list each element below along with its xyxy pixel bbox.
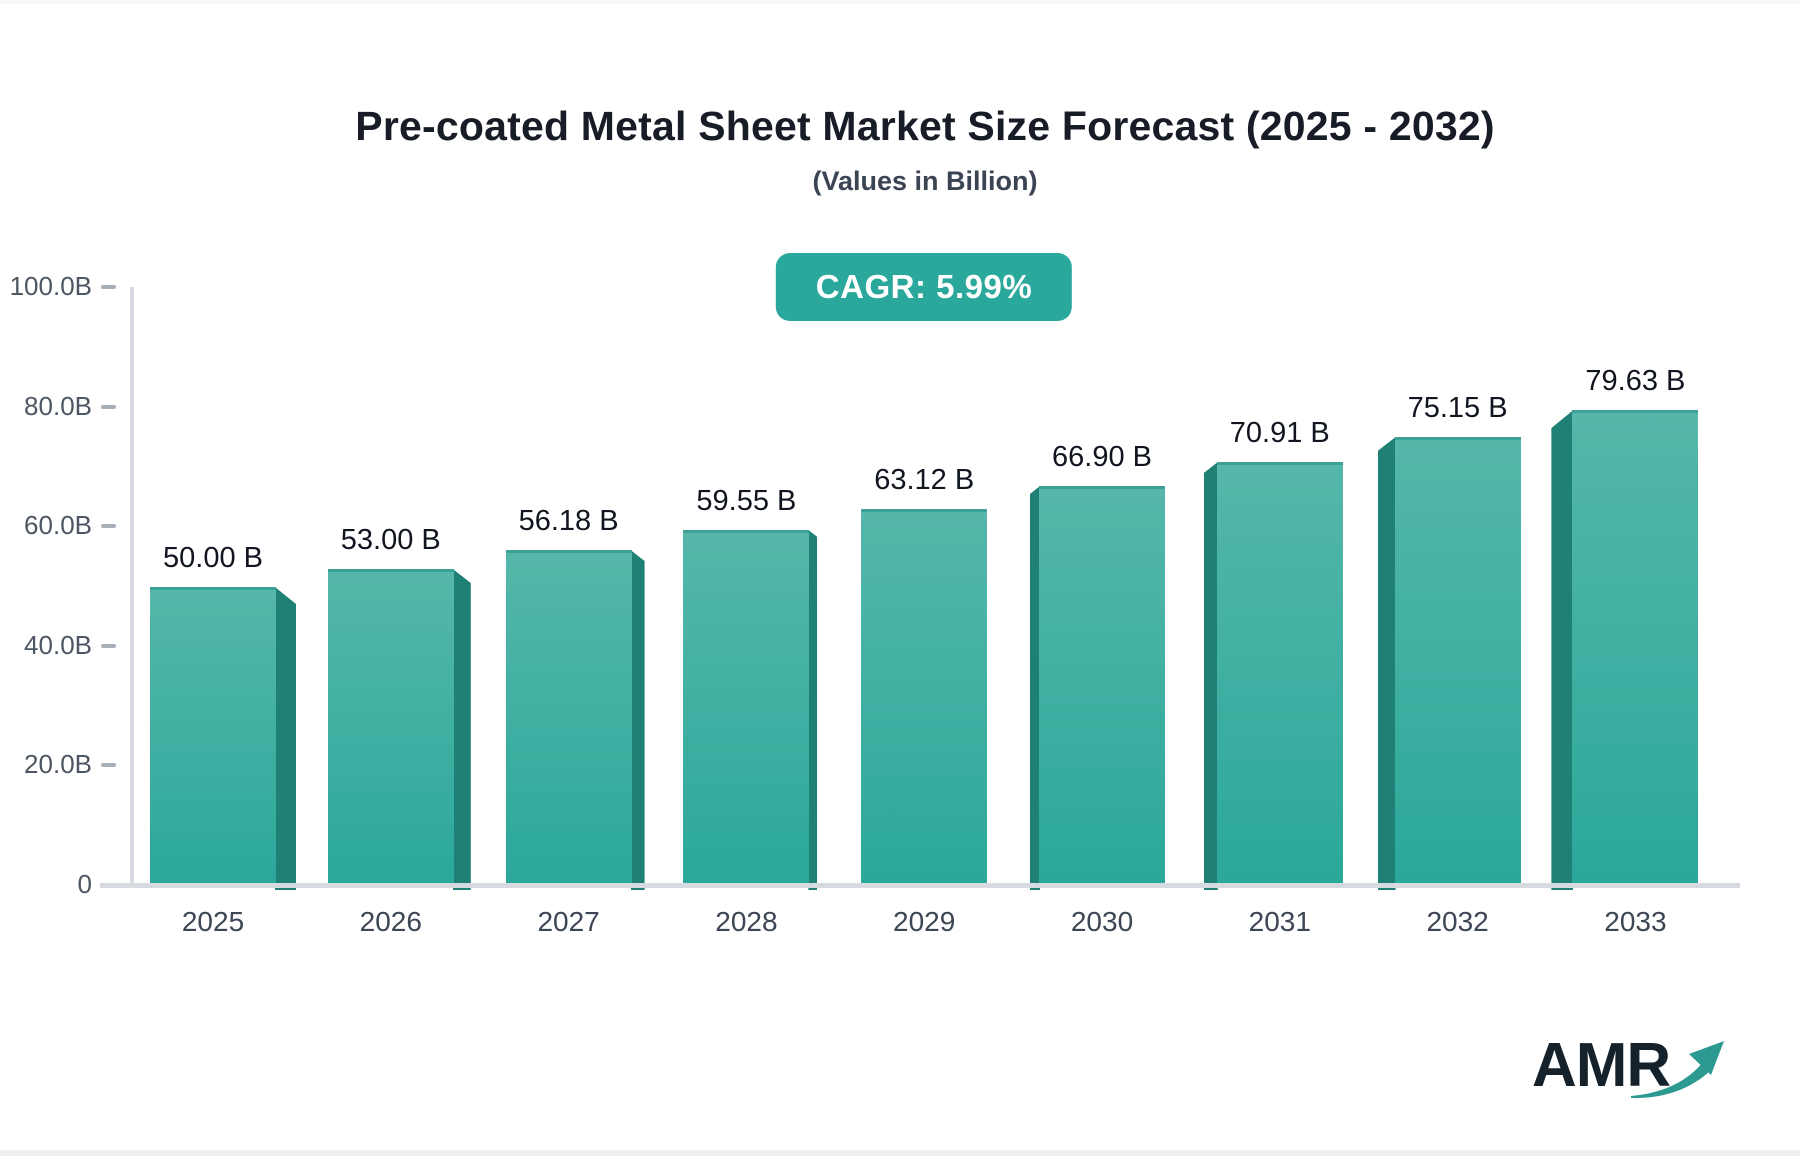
bar-value-label: 79.63 B (1585, 365, 1686, 397)
bar-2026 (327, 569, 454, 886)
y-axis-line (130, 287, 134, 888)
x-axis-year-label: 2029 (893, 906, 956, 937)
logo-text: AMR (1532, 1031, 1671, 1100)
x-axis-line (100, 883, 1740, 888)
chart-title: Pre-coated Metal Sheet Market Size Forec… (355, 103, 1495, 149)
bar-value-label: 75.15 B (1407, 392, 1508, 424)
bar-value-label: 53.00 B (340, 524, 441, 556)
bar-side-face (808, 530, 818, 890)
y-axis-tick-label: 40.0B (24, 630, 92, 660)
top-edge-strip (0, 0, 1800, 4)
y-axis-tick-label: 20.0B (24, 749, 92, 779)
bar-value-label: 59.55 B (696, 485, 797, 517)
bar-2028 (683, 530, 810, 886)
x-axis-year-label: 2028 (715, 906, 778, 937)
y-axis-tick-label: 100.0B (9, 271, 92, 301)
bar-2030 (1039, 486, 1165, 886)
x-axis-year-label: 2030 (1070, 906, 1134, 937)
bottom-edge-strip (0, 1150, 1800, 1156)
y-axis-tick-mark (101, 524, 116, 528)
x-axis-year-label: 2027 (537, 906, 600, 937)
bar-2031 (1216, 462, 1343, 886)
x-axis-year-label: 2033 (1604, 906, 1667, 937)
bar-side-face (275, 587, 296, 890)
bar-2029 (861, 509, 988, 886)
bar-2032 (1394, 437, 1521, 886)
x-axis-year-label: 2031 (1248, 906, 1311, 937)
bar-side-face (1030, 486, 1040, 890)
brand-logo: AMR (1532, 1030, 1724, 1110)
y-axis-tick-mark (101, 644, 116, 648)
bar-2025 (150, 587, 276, 886)
y-axis-tick-label: 60.0B (24, 510, 92, 540)
y-axis-tick-mark (101, 285, 116, 289)
bar-side-face (630, 550, 645, 890)
bar-value-label: 66.90 B (1052, 441, 1152, 473)
y-axis-tick-mark (101, 405, 116, 409)
x-axis-year-label: 2026 (359, 906, 422, 937)
bar-value-label: 50.00 B (163, 542, 263, 574)
bar-2033 (1572, 410, 1699, 886)
x-axis-year-label: 2025 (181, 906, 245, 937)
cagr-badge: CAGR: 5.99% (775, 253, 1073, 321)
bar-side-face (1551, 410, 1574, 890)
bar-side-face (1377, 437, 1396, 890)
bar-value-label: 56.18 B (518, 505, 619, 537)
y-axis-tick-label: 0 (77, 869, 92, 899)
bar-value-label: 63.12 B (874, 464, 975, 496)
logo-growth-arrow-icon (1631, 1041, 1724, 1099)
y-axis-tick-label: 80.0B (24, 391, 92, 421)
y-axis-tick-mark (101, 763, 116, 767)
chart-subtitle: (Values in Billion) (812, 166, 1038, 196)
x-axis-year-label: 2032 (1426, 906, 1489, 937)
bar-side-face (452, 569, 471, 890)
bar-side-face (1203, 462, 1218, 890)
bar-2027 (505, 550, 632, 886)
bar-value-label: 70.91 B (1229, 417, 1330, 449)
